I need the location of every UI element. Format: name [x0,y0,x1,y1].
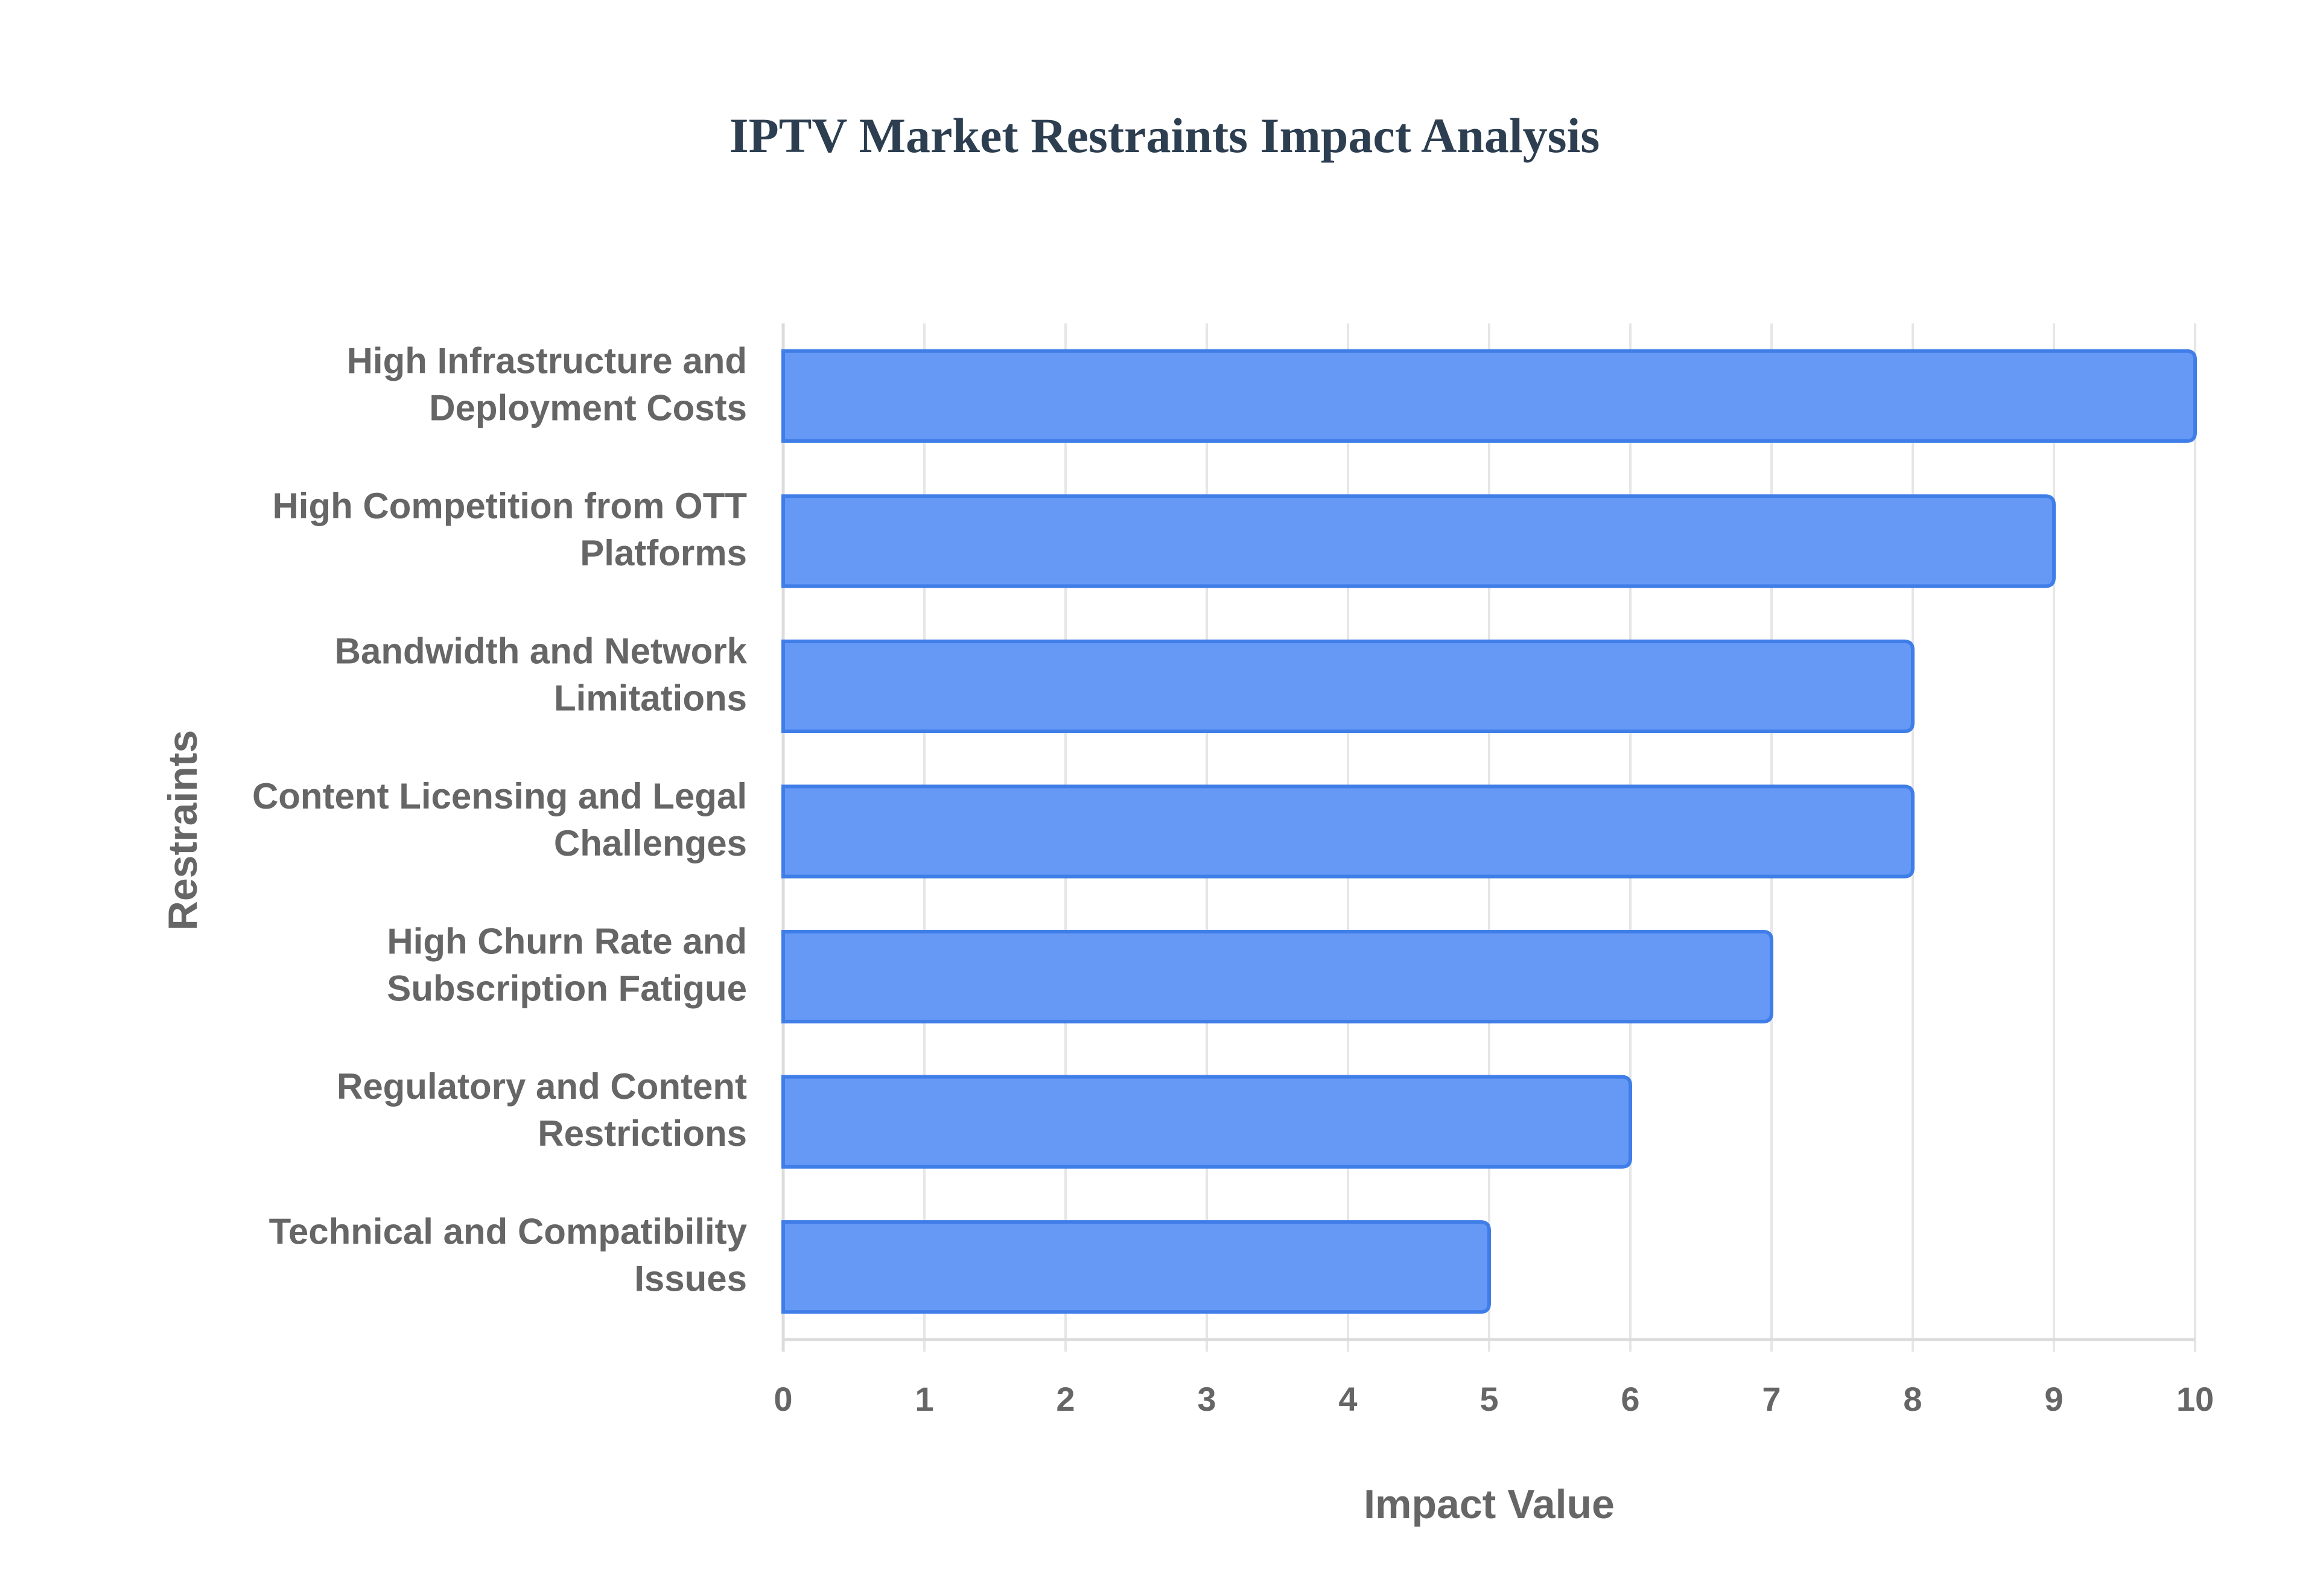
category-label-line: Limitations [554,678,747,718]
bar-1 [781,494,2056,588]
category-label-3: Content Licensing and Legal Challenges [252,776,747,863]
x-tick-label-3: 3 [1197,1380,1216,1418]
x-tick-label-9: 9 [2044,1380,2063,1418]
category-label-6: Technical and Compatibility Issues [269,1212,748,1299]
bar-group-0 [781,349,2197,443]
bar-5 [781,1075,1632,1169]
bar-group-6 [781,1220,1491,1314]
x-tick-label-2: 2 [1056,1380,1075,1418]
category-label-5: Regulatory and Content Restrictions [337,1066,747,1154]
category-label-line: Restrictions [538,1113,747,1154]
bar-group-3 [781,784,1915,879]
bar-0 [781,349,2197,443]
category-label-line: High Competition from OTT [272,486,747,526]
category-label-line: Content Licensing and Legal [252,776,747,816]
x-tick-label-6: 6 [1621,1380,1639,1418]
category-label-2: Bandwidth and Network Limitations [335,631,748,718]
category-label-line: Issues [634,1259,747,1299]
x-tick-label-5: 5 [1480,1380,1498,1418]
x-tick-labels: 0 1 2 3 4 5 6 7 8 9 10 [774,1380,2214,1418]
bars [781,349,2197,1314]
category-label-4: High Churn Rate and Subscription Fatigue [387,921,747,1009]
category-labels: High Infrastructure and Deployment CostsH… [252,340,748,1299]
category-label-line: High Infrastructure and [347,340,747,381]
category-label-line: Platforms [580,533,747,573]
bar-6 [781,1220,1491,1314]
category-label-line: Subscription Fatigue [387,968,747,1009]
chart-title: IPTV Market Restraints Impact Analysis [729,108,1600,163]
bar-group-5 [781,1075,1632,1169]
category-label-line: Bandwidth and Network [335,631,748,671]
category-label-1: High Competition from OTT Platforms [272,486,747,573]
x-axis-title: Impact Value [1364,1481,1615,1527]
bar-3 [781,784,1915,879]
category-label-0: High Infrastructure and Deployment Costs [347,340,747,428]
x-tick-label-10: 10 [2176,1380,2214,1418]
category-label-line: Deployment Costs [429,387,747,428]
category-label-line: Challenges [554,823,747,863]
x-tick-label-8: 8 [1903,1380,1922,1418]
x-tick-label-1: 1 [915,1380,933,1418]
x-tick-label-0: 0 [774,1380,792,1418]
bar-4 [781,929,1773,1024]
bar-group-4 [781,929,1773,1024]
x-tick-label-4: 4 [1338,1380,1357,1418]
bar-2 [781,639,1915,734]
x-tick-label-7: 7 [1762,1380,1781,1418]
category-label-line: High Churn Rate and [387,921,747,962]
category-label-line: Regulatory and Content [337,1066,747,1107]
bar-group-2 [781,639,1915,734]
category-label-line: Technical and Compatibility [269,1212,748,1252]
bar-group-1 [781,494,2056,588]
y-axis-title: Restraints [160,730,206,931]
